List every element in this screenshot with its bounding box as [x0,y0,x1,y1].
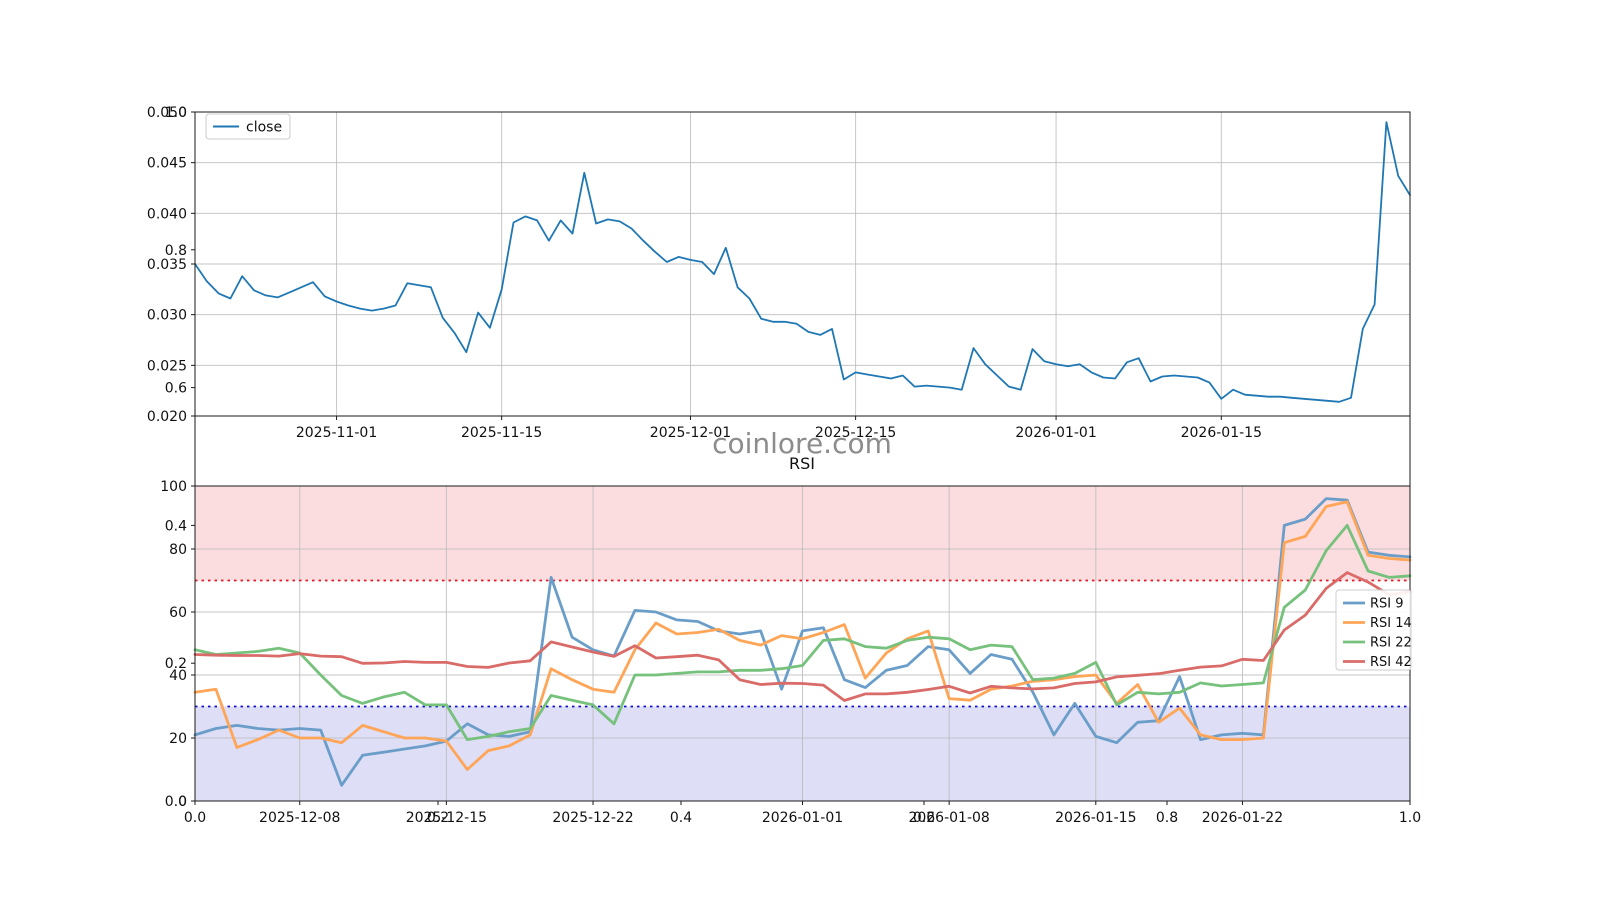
price-legend-box [205,113,291,140]
x-tick-label: 2025-12-15 [815,425,896,441]
overlay-x-tick-label: 1.0 [1399,810,1421,826]
overlay-y-tick-label: 0.0 [165,794,187,810]
y-tick-label: 100 [160,479,187,495]
y-tick-label: 40 [169,668,187,684]
rsi-legend-box [1335,589,1412,671]
overlay-x-tick-label: 0.8 [1156,810,1178,826]
y-tick-label: 0.045 [147,156,187,172]
rsi-legend-label: RSI 22 [1370,636,1412,651]
y-tick-label: 60 [169,605,187,621]
close-line [194,121,1411,403]
overlay-spines [194,111,1411,802]
x-tick-label: 2026-01-01 [762,810,843,826]
y-tick-label: 0.040 [147,206,187,222]
x-tick-label: 2025-12-08 [259,810,340,826]
y-tick-label: 0 [178,794,187,810]
tick-labels-layer: 0.0200.0250.0300.0350.0400.0450.0502025-… [147,105,1421,826]
overlay-y-tick-label: 1.0 [165,105,187,121]
rsi-14-line [193,500,1412,771]
overlay-y-tick-label: 0.8 [165,243,187,259]
overlay-x-tick-label: 0.6 [913,810,935,826]
legends-layer: close RSI 9 RSI 14 RSI 22 RSI 42 [205,113,1412,671]
y-tick-label: 0.050 [147,105,187,121]
x-tick-label: 2025-12-22 [552,810,633,826]
x-tick-label: 2026-01-08 [908,810,989,826]
rsi-42-line [193,571,1412,702]
rsi-9-line [193,497,1412,787]
overlay-x-tick-label: 0.4 [670,810,692,826]
x-tick-label: 2025-11-15 [461,425,542,441]
price-legend-label: close [246,120,282,136]
y-tick-label: 0.020 [147,409,187,425]
y-tick-label: 20 [169,731,187,747]
overlay-x-tick-label: 0.0 [184,810,206,826]
x-tick-label: 2026-01-01 [1015,425,1096,441]
overlay-y-tick-label: 0.6 [165,381,187,397]
overlay-y-tick-label: 0.4 [165,518,187,534]
x-tick-label: 2026-01-15 [1181,425,1262,441]
rsi-panel-title: RSI [789,454,815,473]
series-layer [193,121,1412,787]
threshold-lines-layer [195,579,1410,708]
x-tick-label: 2025-12-01 [650,425,731,441]
watermark: coinlore.com [712,427,892,460]
rsi-legend-label: RSI 9 [1370,597,1404,612]
rsi-legend-label: RSI 42 [1370,655,1412,670]
x-tick-label: 2026-01-22 [1202,810,1283,826]
price-legend: close [205,113,291,140]
overlay-y-tick-label: 0.2 [165,656,187,672]
y-tick-label: 0.025 [147,358,187,374]
rsi-legend: RSI 9 RSI 14 RSI 22 RSI 42 [1335,589,1412,671]
y-tick-label: 0.030 [147,308,187,324]
rsi-22-line [193,524,1412,741]
x-tick-label: 2025-12-15 [406,810,487,826]
x-tick-label: 2025-11-01 [296,425,377,441]
x-tick-label: 2026-01-15 [1055,810,1136,826]
overlay-x-tick-label: 0.2 [427,810,449,826]
y-tick-label: 0.035 [147,257,187,273]
rsi-legend-label: RSI 14 [1370,616,1412,631]
y-tick-label: 80 [169,542,187,558]
